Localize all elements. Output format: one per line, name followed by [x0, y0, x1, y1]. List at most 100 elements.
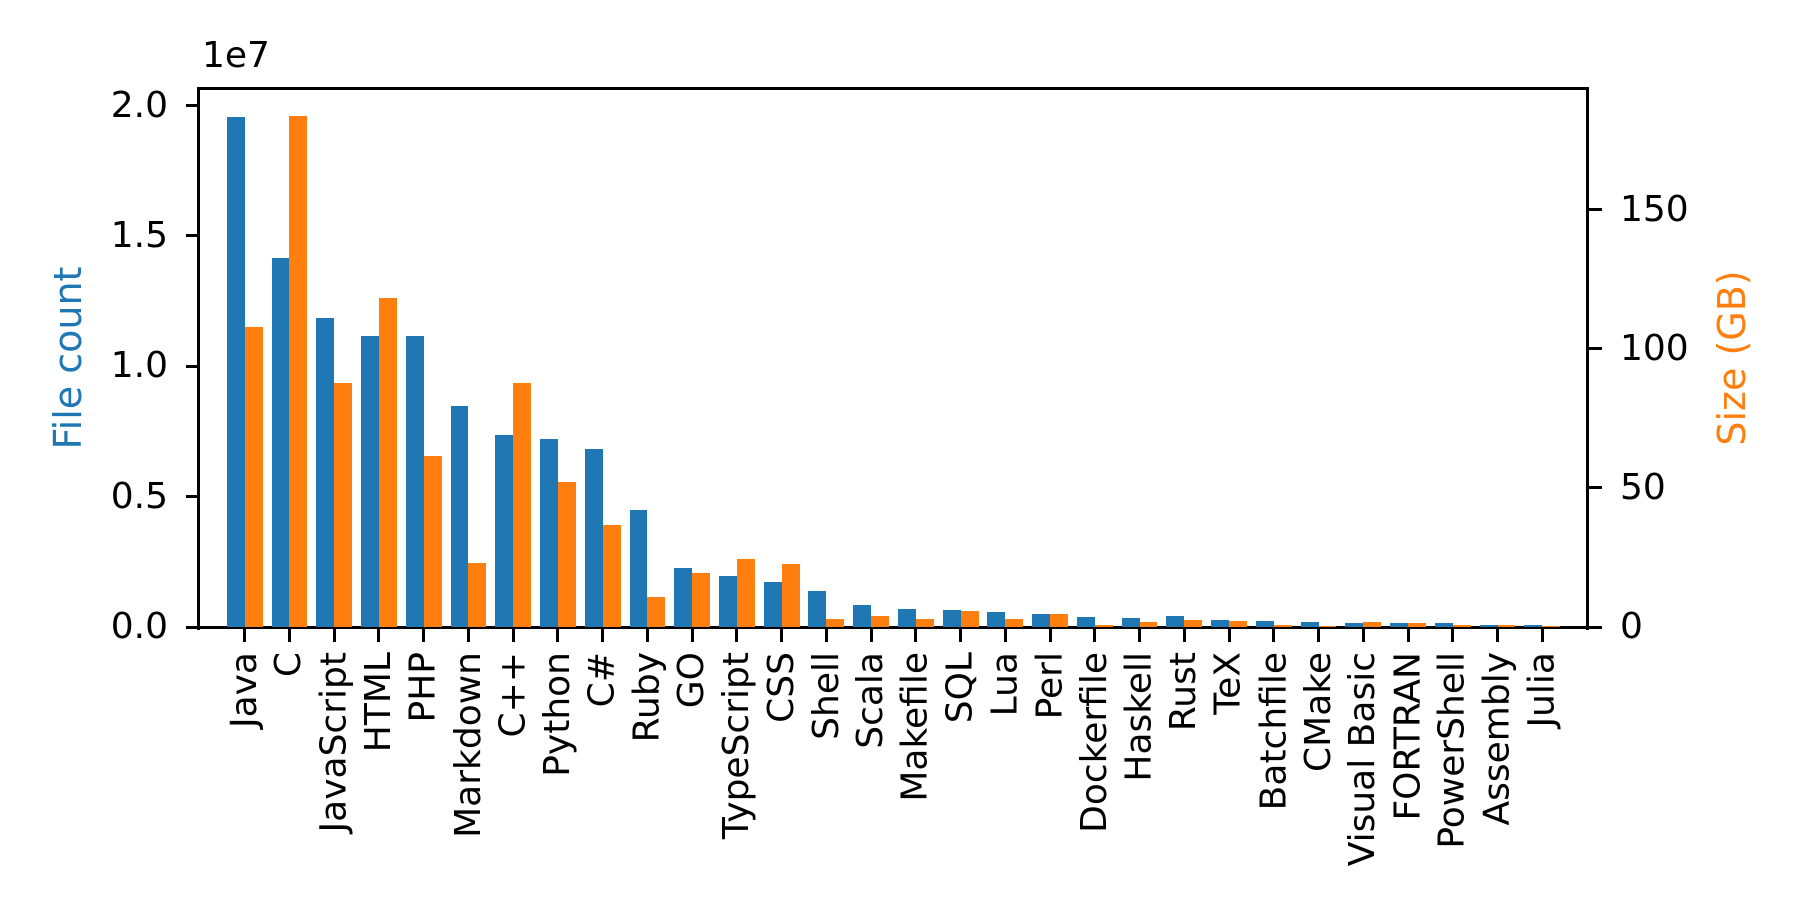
bar-size-gb-rust [1184, 619, 1203, 627]
spine-right [1586, 87, 1589, 630]
x-tick-label-tex: TeX [1208, 652, 1250, 715]
x-tick-label-php: PHP [402, 652, 444, 723]
x-axis-tick [1182, 629, 1186, 642]
x-axis-tick [601, 629, 605, 642]
x-axis-tick [377, 629, 381, 642]
bar-size-gb-java [244, 327, 263, 627]
x-axis-tick [1003, 629, 1007, 642]
right-axis-tick [1589, 625, 1602, 629]
x-tick-label-fortran: FORTRAN [1387, 652, 1429, 821]
bar-size-gb-c [289, 115, 308, 627]
x-tick-label-batchfile: Batchfile [1252, 652, 1294, 811]
x-tick-label-rust: Rust [1163, 652, 1205, 732]
bar-size-gb-c [513, 382, 532, 627]
left-axis-tick-label: 1.5 [110, 214, 168, 256]
right-axis-tick-label: 0 [1620, 606, 1643, 647]
x-tick-label-c: C [268, 652, 310, 678]
x-axis-tick [869, 629, 873, 642]
plot-area [200, 90, 1587, 627]
right-axis-tick [1589, 347, 1602, 351]
left-axis-tick [186, 495, 199, 499]
bar-size-gb-c [602, 524, 621, 627]
bar-size-gb-php [423, 456, 442, 627]
x-axis-tick [1317, 629, 1321, 642]
bar-size-gb-typescript [736, 558, 755, 627]
bar-file-count-ruby [629, 510, 648, 627]
bar-file-count-visual-basic [1345, 622, 1364, 627]
x-tick-label-javascript: JavaScript [313, 652, 355, 833]
bar-file-count-javascript [316, 318, 335, 627]
bar-size-gb-ruby [647, 596, 666, 627]
bar-size-gb-visual-basic [1363, 621, 1382, 627]
bar-file-count-c [495, 434, 514, 627]
left-axis-tick-label: 0.0 [110, 606, 168, 647]
right-axis-tick [1589, 208, 1602, 212]
x-tick-label-dockerfile: Dockerfile [1073, 652, 1115, 833]
x-tick-label-html: HTML [357, 652, 399, 753]
bar-size-gb-markdown [468, 562, 487, 627]
x-tick-label-makefile: Makefile [894, 652, 936, 802]
x-tick-label-haskell: Haskell [1118, 652, 1160, 782]
bar-size-gb-makefile [915, 618, 934, 627]
x-axis-tick [690, 629, 694, 642]
bar-size-gb-sql [960, 611, 979, 627]
bar-size-gb-lua [1005, 619, 1024, 627]
spine-left [197, 87, 200, 630]
x-tick-label-css: CSS [760, 652, 802, 723]
x-tick-label-powershell: PowerShell [1431, 652, 1473, 849]
x-tick-label-ruby: Ruby [626, 652, 668, 743]
right-axis-tick-label: 100 [1620, 327, 1689, 369]
bar-file-count-makefile [897, 609, 916, 627]
x-tick-label-cmake: CMake [1297, 652, 1339, 772]
x-axis-tick [914, 629, 918, 642]
left-axis-tick [186, 364, 199, 368]
bar-file-count-go [674, 567, 693, 627]
x-tick-label-sql: SQL [939, 652, 981, 724]
x-tick-label-assembly: Assembly [1476, 652, 1518, 826]
bar-file-count-php [405, 335, 424, 627]
bar-size-gb-tex [1229, 621, 1247, 627]
x-axis-tick [735, 629, 739, 642]
bar-file-count-powershell [1434, 623, 1453, 627]
bar-file-count-sql [942, 609, 961, 627]
left-axis-offset-text: 1e7 [202, 35, 270, 76]
bar-size-gb-cmake [1318, 625, 1337, 627]
bar-size-gb-fortran [1408, 622, 1426, 627]
bar-file-count-tex [1211, 620, 1230, 627]
left-axis-tick [186, 104, 199, 108]
bar-file-count-css [763, 581, 782, 627]
bar-file-count-c [584, 449, 603, 627]
spine-bottom [197, 626, 1589, 629]
bar-size-gb-go [692, 573, 711, 627]
bar-file-count-fortran [1390, 623, 1409, 627]
bar-size-gb-css [781, 563, 800, 627]
right-axis-tick-label: 50 [1620, 466, 1666, 508]
x-axis-tick [1138, 629, 1142, 642]
left-axis-tick-label: 2.0 [110, 84, 168, 126]
bar-size-gb-scala [871, 616, 890, 627]
bar-file-count-java [226, 117, 245, 627]
right-axis-tick [1589, 486, 1602, 490]
bar-size-gb-haskell [1139, 621, 1158, 627]
bar-size-gb-shell [826, 618, 845, 627]
bar-size-gb-python [557, 482, 576, 627]
x-axis-tick [1406, 629, 1410, 642]
x-tick-label-python: Python [536, 652, 578, 777]
x-axis-tick [511, 629, 515, 642]
spine-top [197, 87, 1589, 90]
bar-file-count-markdown [450, 406, 469, 627]
bar-file-count-perl [1032, 614, 1051, 627]
x-tick-label-julia: Julia [1521, 652, 1563, 728]
x-axis-tick [824, 629, 828, 642]
bar-file-count-batchfile [1255, 620, 1274, 627]
x-tick-label-lua: Lua [984, 652, 1026, 717]
x-axis-tick [1227, 629, 1231, 642]
bar-file-count-haskell [1121, 618, 1140, 627]
x-axis-tick [780, 629, 784, 642]
x-axis-tick [422, 629, 426, 642]
bar-size-gb-html [378, 298, 397, 627]
left-axis-tick-label: 1.0 [110, 345, 168, 387]
bar-size-gb-assembly [1497, 624, 1516, 627]
right-axis-tick-label: 150 [1620, 188, 1689, 230]
